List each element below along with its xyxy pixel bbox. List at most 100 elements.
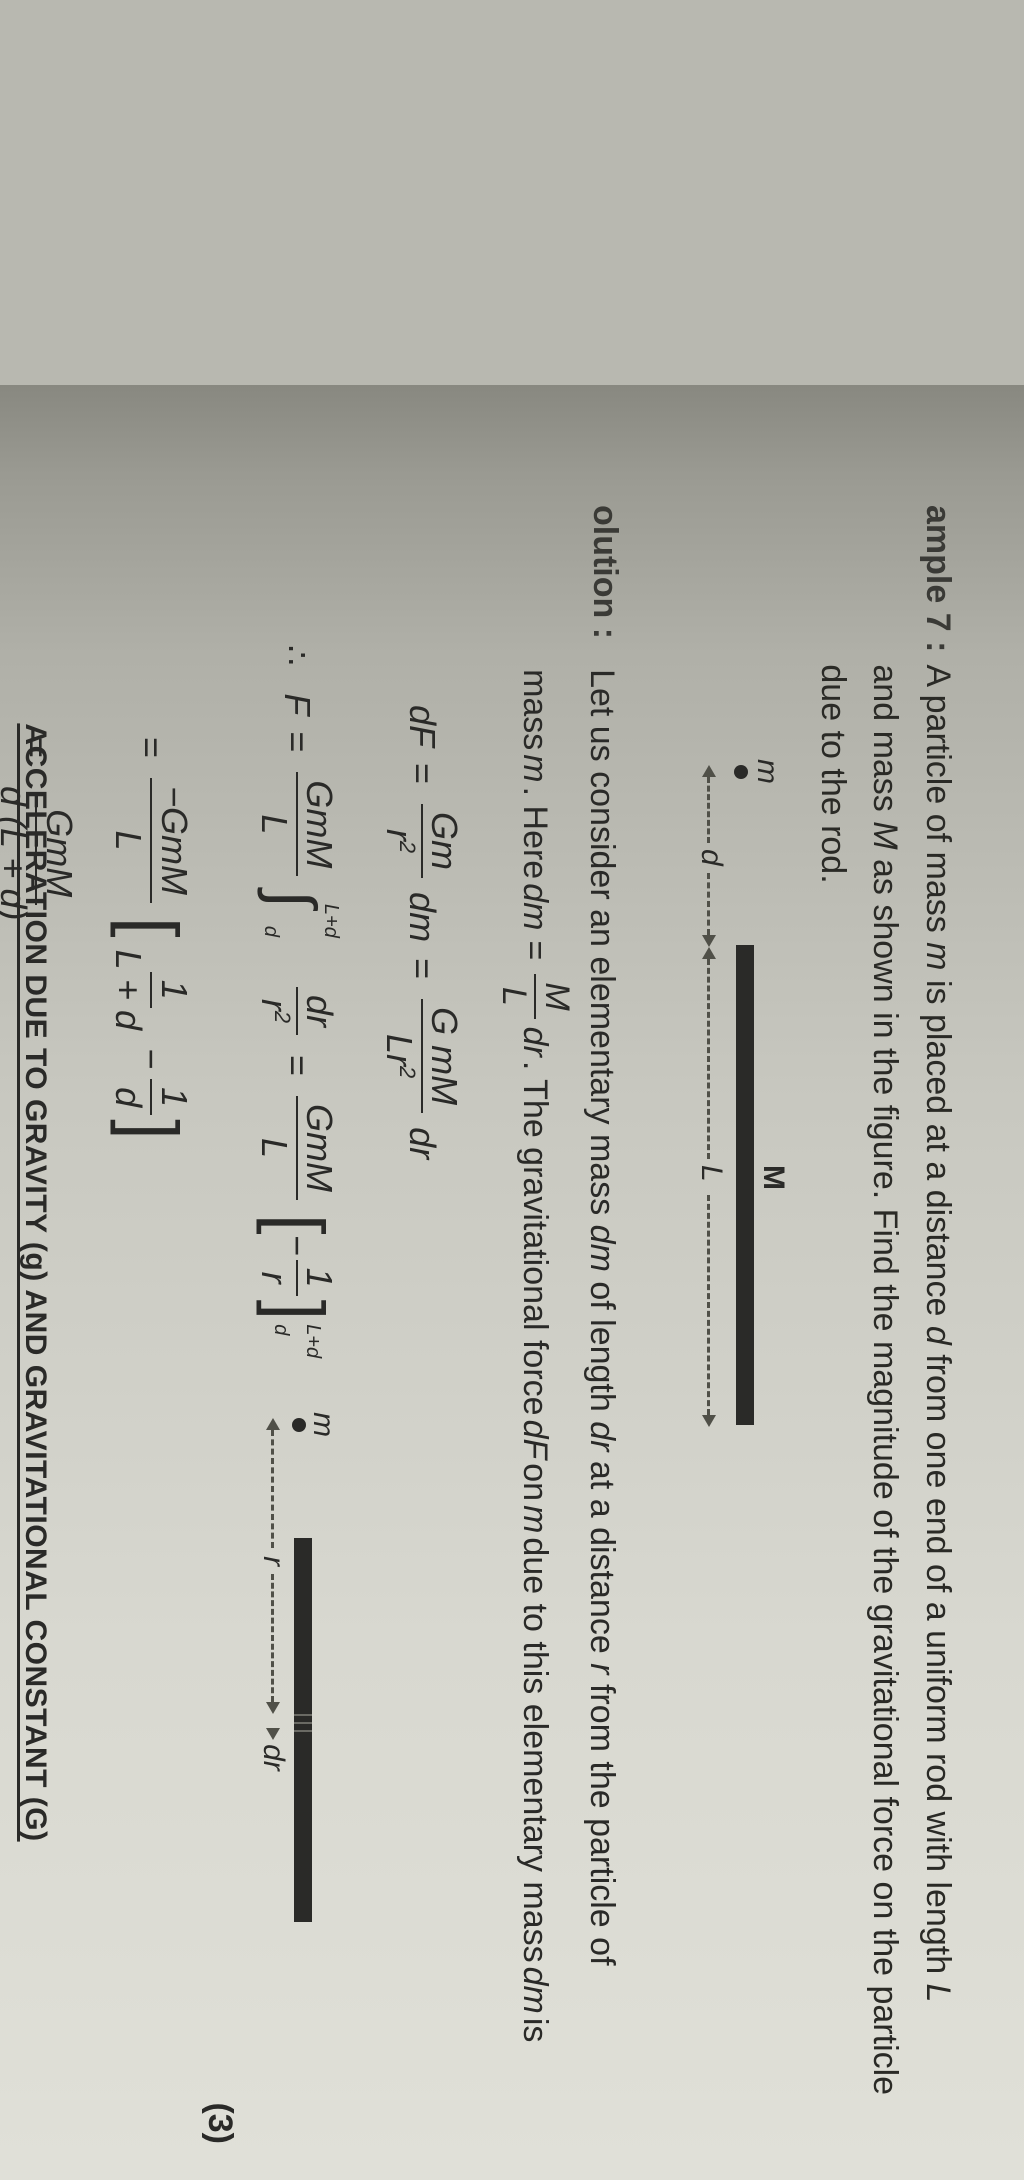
num: −GmM xyxy=(151,778,195,903)
dim-line xyxy=(707,777,710,843)
text: is xyxy=(509,2018,562,2043)
text: Let us consider an elementary mass xyxy=(583,669,621,1225)
eq-df: dF= Gm r2 dm= G mM Lr2 dr xyxy=(379,705,464,2100)
dim-line xyxy=(271,1430,274,1548)
text: from the particle of xyxy=(583,1675,621,1966)
fraction: GmML xyxy=(254,772,339,876)
bracket: [ 1L + d − 1d ] xyxy=(109,917,194,1140)
arrow-icon xyxy=(702,1415,716,1427)
text: mass xyxy=(509,669,562,750)
arrow-icon xyxy=(266,1702,280,1714)
page: ample 7 : A particle of mass m is placed… xyxy=(0,385,1024,2180)
den: r2 xyxy=(254,991,296,1031)
eq-f1: ∴ F= GmML ∫L+dd drr2 = GmML [ − 1r ] L+d… xyxy=(254,645,339,1358)
neg: − xyxy=(276,1235,318,1256)
example-heading: ample 7 : A particle of mass m is placed… xyxy=(806,505,964,2100)
num: dr xyxy=(296,987,340,1035)
var-d: d xyxy=(919,1326,957,1345)
eq-f2: = −GmML [ 1L + d − 1d ] xyxy=(109,731,194,2100)
num: GmM xyxy=(296,1096,340,1200)
solution-line-1: Let us consider an elementary mass dm of… xyxy=(575,669,628,2100)
element-dm xyxy=(294,1708,312,1732)
den: L xyxy=(254,806,296,842)
text: and mass xyxy=(866,664,904,821)
label-r: r xyxy=(256,1556,290,1566)
upper: L+d xyxy=(297,1324,329,1358)
den: L + d xyxy=(109,942,151,1038)
text: due to this elementary mass xyxy=(509,1537,562,1962)
diagram-rod: m M d L xyxy=(668,765,778,1545)
den: L xyxy=(254,1130,296,1166)
text: of length xyxy=(583,1272,621,1421)
particle-dot xyxy=(292,1418,306,1432)
problem-line-3: due to the rod. xyxy=(806,664,859,2100)
var: dm xyxy=(401,892,443,942)
problem-line-1: A particle of mass m is placed at a dist… xyxy=(911,664,964,2100)
fraction: GmML xyxy=(254,1096,339,1200)
therefore-icon: ∴ xyxy=(278,645,316,665)
example-label: ample 7 : xyxy=(918,505,957,652)
diagram-element: m r dr xyxy=(242,1418,332,1938)
text: from one end of a uniform rod with lengt… xyxy=(919,1345,957,1984)
fraction: 1L + d xyxy=(109,942,194,1038)
label-dr: dr xyxy=(256,1744,290,1771)
den: d xyxy=(109,1079,151,1115)
arrow-icon xyxy=(266,1728,280,1740)
lhs: dF xyxy=(401,705,443,747)
var: dr xyxy=(583,1421,621,1451)
fraction: 1r xyxy=(254,1260,339,1296)
label-l: L xyxy=(694,1165,728,1182)
var: dm xyxy=(509,883,562,930)
minus: − xyxy=(131,1048,173,1069)
fraction: Gm r2 xyxy=(379,804,464,878)
num: Gm xyxy=(421,804,465,878)
bracket: [ − 1r ] xyxy=(254,1214,339,1320)
num: 1 xyxy=(151,1079,195,1115)
solution-label: olution : xyxy=(585,505,628,639)
den: r xyxy=(254,1264,296,1292)
fraction: ML xyxy=(494,974,575,1018)
dim-line xyxy=(707,959,710,1159)
var: dm xyxy=(583,1225,621,1272)
text: is placed at a distance xyxy=(919,971,957,1326)
label-m-cap: M xyxy=(756,1165,790,1190)
num: GmM xyxy=(296,772,340,876)
var: dm xyxy=(509,1967,562,2014)
fraction: G mM Lr2 xyxy=(379,999,464,1113)
text: . Here xyxy=(509,787,562,880)
num: G mM xyxy=(421,999,465,1113)
problem-line-2: and mass M as shown in the figure. Find … xyxy=(859,664,912,2100)
arrow-icon xyxy=(702,765,716,777)
footer-title: ACCELERATION DUE TO GRAVITY (g) AND GRAV… xyxy=(18,385,52,2180)
var: r xyxy=(583,1663,621,1674)
dim-line xyxy=(271,1574,274,1702)
arrow-icon xyxy=(702,947,716,959)
particle-dot xyxy=(734,765,748,779)
solution-line-2: mass m. Here dm= ML dr . The gravitation… xyxy=(494,669,575,2100)
var-m: m xyxy=(919,942,957,970)
var: dr xyxy=(509,1027,562,1057)
num: M xyxy=(534,974,575,1018)
side-label: (3) xyxy=(200,2102,239,2144)
label-m: m xyxy=(306,1412,340,1437)
arrow-icon xyxy=(702,935,716,947)
den: L xyxy=(109,823,151,859)
rod-left xyxy=(294,1538,312,1708)
fraction: 1d xyxy=(109,1079,194,1115)
num: 1 xyxy=(296,1260,340,1296)
var: dr xyxy=(401,1127,443,1159)
text: as shown in the figure. Find the magnitu… xyxy=(866,850,904,2096)
var-m-cap: M xyxy=(866,821,904,849)
rod-bar xyxy=(736,945,754,1425)
arrow-icon xyxy=(266,1418,280,1430)
text: . The gravitational force xyxy=(509,1061,562,1416)
lower: d xyxy=(259,926,282,937)
den: r2 xyxy=(379,821,421,861)
text: at a distance xyxy=(583,1451,621,1663)
label-m: m xyxy=(750,759,784,784)
var: m xyxy=(509,754,562,782)
dim-line xyxy=(707,873,710,935)
rod-right xyxy=(294,1732,312,1922)
den: L xyxy=(494,979,533,1014)
text: on xyxy=(509,1463,562,1501)
